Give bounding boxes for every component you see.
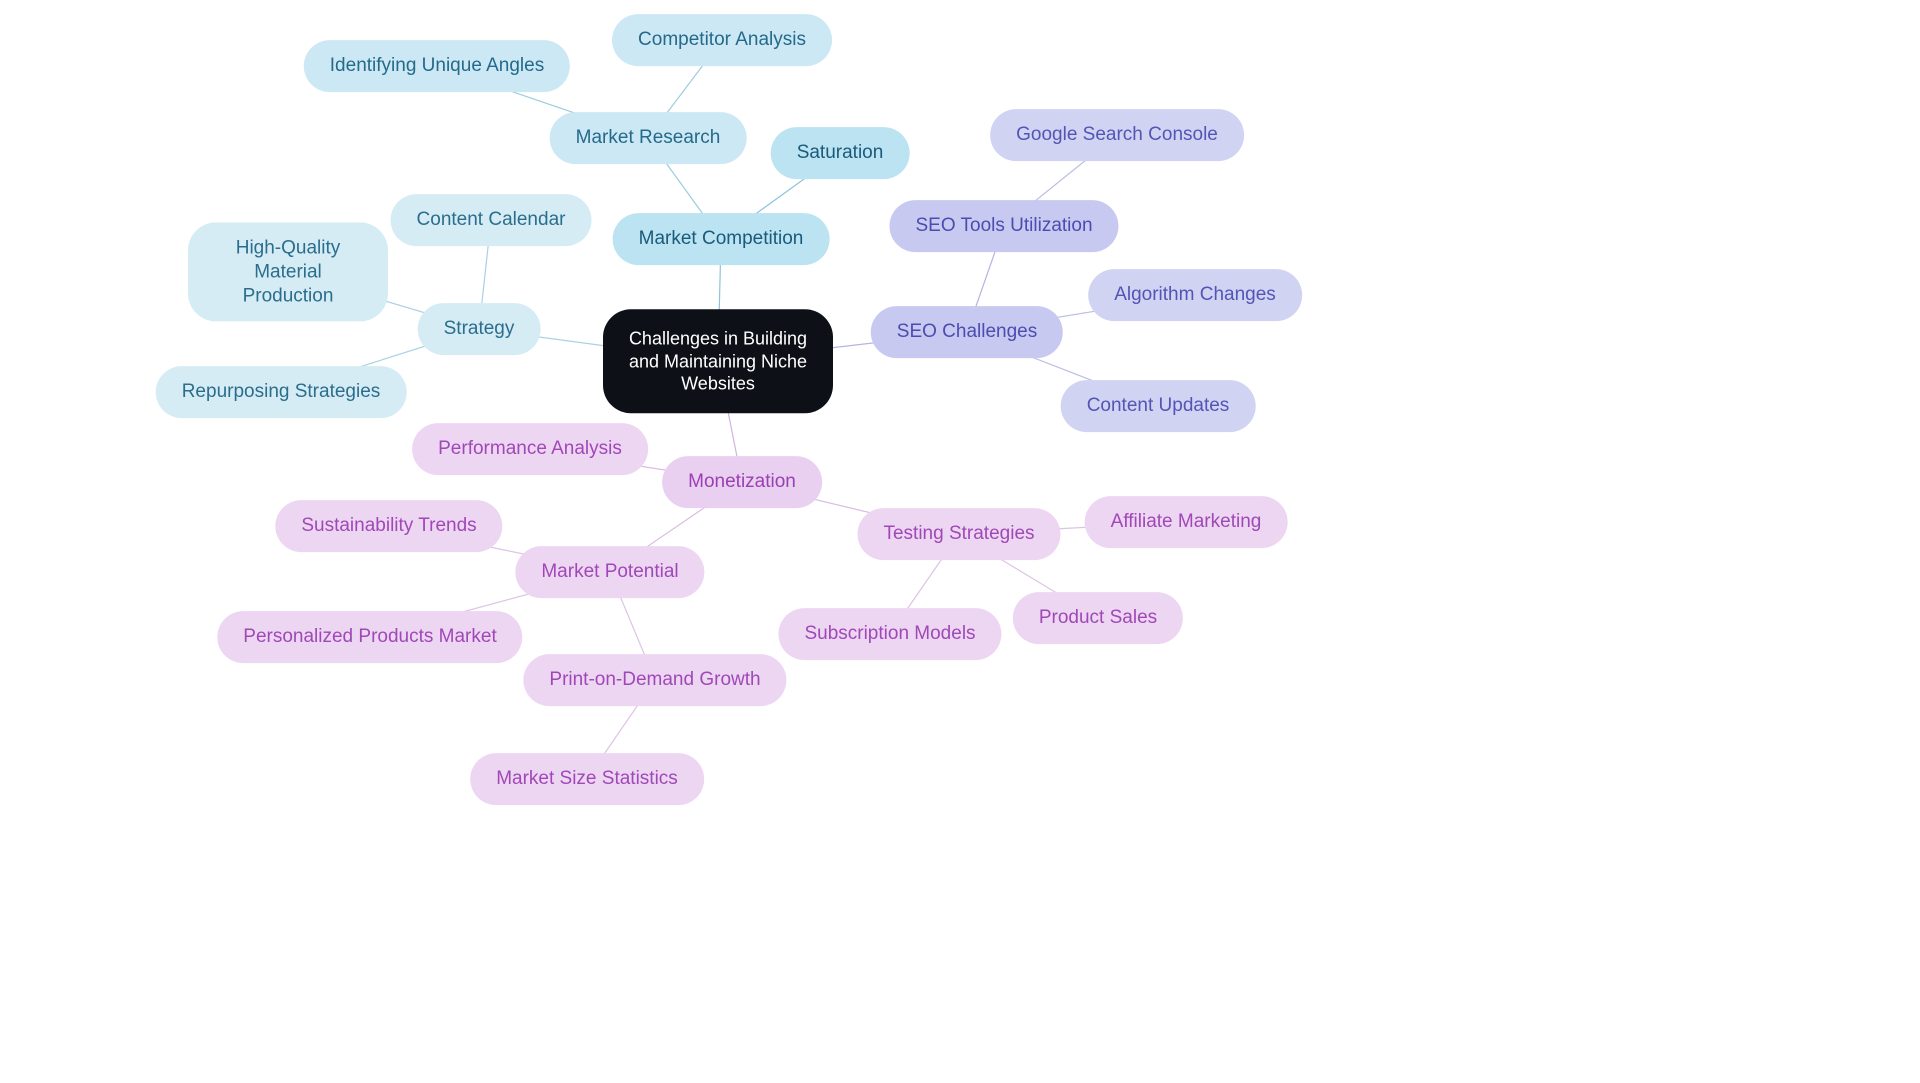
node-market_pot: Market Potential — [515, 546, 704, 598]
node-subscription: Subscription Models — [778, 608, 1001, 660]
node-testing: Testing Strategies — [857, 508, 1060, 560]
node-market_research: Market Research — [550, 112, 747, 164]
node-saturation: Saturation — [771, 127, 910, 179]
node-seo_tools: SEO Tools Utilization — [889, 200, 1118, 252]
node-content_upd: Content Updates — [1061, 380, 1256, 432]
node-hq_material: High-Quality Material Production — [188, 222, 388, 321]
node-personalized: Personalized Products Market — [217, 611, 522, 663]
node-affiliate: Affiliate Marketing — [1085, 496, 1288, 548]
node-center: Challenges in Building and Maintaining N… — [603, 309, 833, 413]
node-content_cal: Content Calendar — [391, 194, 592, 246]
node-seo: SEO Challenges — [871, 306, 1063, 358]
node-market_comp: Market Competition — [613, 213, 830, 265]
node-pod: Print-on-Demand Growth — [523, 654, 786, 706]
node-perf: Performance Analysis — [412, 423, 648, 475]
node-repurposing: Repurposing Strategies — [156, 366, 407, 418]
node-competitor: Competitor Analysis — [612, 14, 832, 66]
node-monetization: Monetization — [662, 456, 822, 508]
node-algo: Algorithm Changes — [1088, 269, 1302, 321]
node-market_size: Market Size Statistics — [470, 753, 704, 805]
node-unique_angles: Identifying Unique Angles — [304, 40, 570, 92]
node-gsc: Google Search Console — [990, 109, 1244, 161]
node-sustain: Sustainability Trends — [275, 500, 502, 552]
node-strategy: Strategy — [418, 303, 541, 355]
node-product_sales: Product Sales — [1013, 592, 1183, 644]
